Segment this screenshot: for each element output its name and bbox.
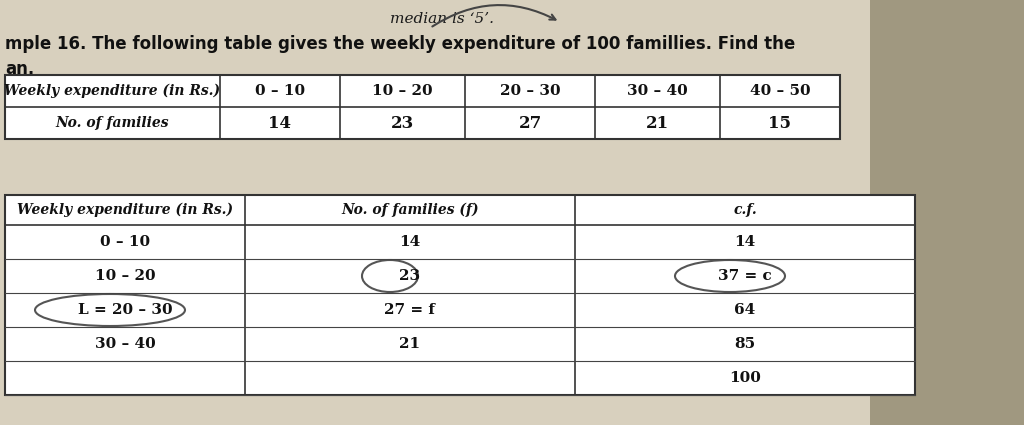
Bar <box>0 0 870 425</box>
Text: 14: 14 <box>734 235 756 249</box>
Bar <box>870 0 1024 425</box>
Text: Weekly expenditure (in Rs.): Weekly expenditure (in Rs.) <box>4 84 220 98</box>
Text: median is ‘5’.: median is ‘5’. <box>390 12 494 26</box>
Bar <box>5 195 915 395</box>
Text: 27: 27 <box>518 114 542 131</box>
Text: an.: an. <box>5 60 34 78</box>
Text: 20 – 30: 20 – 30 <box>500 84 560 98</box>
Text: Weekly expenditure (in Rs.): Weekly expenditure (in Rs.) <box>17 203 233 217</box>
Text: No. of families (f): No. of families (f) <box>341 203 479 217</box>
Bar <box>5 195 915 395</box>
Bar <box>5 75 840 139</box>
Text: 0 – 10: 0 – 10 <box>255 84 305 98</box>
Text: 0 – 10: 0 – 10 <box>100 235 151 249</box>
Text: 15: 15 <box>768 114 792 131</box>
Text: 14: 14 <box>268 114 292 131</box>
Text: mple 16. The following table gives the weekly expenditure of 100 famillies. Find: mple 16. The following table gives the w… <box>5 35 796 53</box>
Text: c.f.: c.f. <box>733 203 757 217</box>
Text: L = 20 – 30: L = 20 – 30 <box>78 303 172 317</box>
Text: 21: 21 <box>399 337 421 351</box>
Text: 23: 23 <box>399 269 421 283</box>
Text: 27 = f: 27 = f <box>384 303 435 317</box>
Text: 14: 14 <box>399 235 421 249</box>
Text: No. of families: No. of families <box>55 116 169 130</box>
Text: 10 – 20: 10 – 20 <box>372 84 433 98</box>
Text: 100: 100 <box>729 371 761 385</box>
Text: 21: 21 <box>646 114 669 131</box>
Text: 30 – 40: 30 – 40 <box>627 84 688 98</box>
Bar <box>5 75 840 139</box>
Text: 23: 23 <box>391 114 414 131</box>
Text: 64: 64 <box>734 303 756 317</box>
Text: 40 – 50: 40 – 50 <box>750 84 810 98</box>
Text: 85: 85 <box>734 337 756 351</box>
Text: 37 = c: 37 = c <box>718 269 772 283</box>
Text: 10 – 20: 10 – 20 <box>94 269 156 283</box>
Text: 30 – 40: 30 – 40 <box>94 337 156 351</box>
